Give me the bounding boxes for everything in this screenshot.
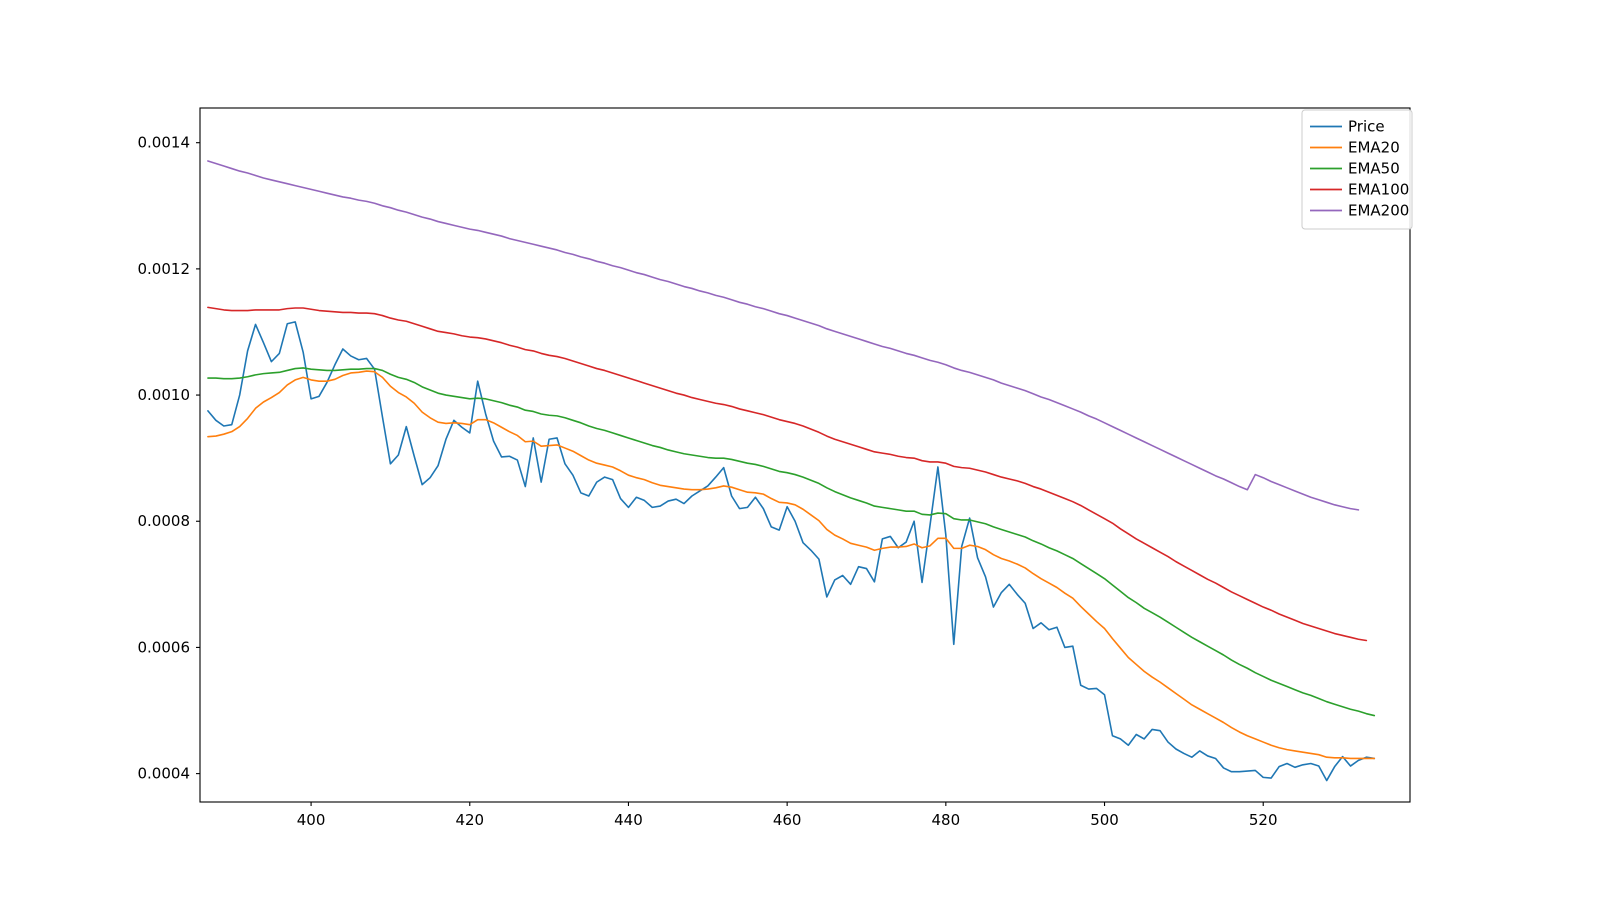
- x-tick-label: 400: [297, 811, 326, 829]
- series-line-ema50: [207, 367, 1376, 717]
- legend-label-ema50: EMA50: [1348, 160, 1400, 178]
- series-line-ema200: [207, 160, 1360, 511]
- legend-frame: [1301, 109, 1413, 230]
- series-line-ema100: [207, 306, 1368, 642]
- y-tick-label: 0.0012: [138, 260, 191, 278]
- x-tick-label: 460: [773, 811, 802, 829]
- x-tick-label: 420: [455, 811, 484, 829]
- legend-label-ema200: EMA200: [1348, 202, 1409, 220]
- legend-label-ema20: EMA20: [1348, 139, 1400, 157]
- legend[interactable]: Price EMA20 EMA50 EMA100 EMA200: [1301, 109, 1413, 230]
- x-tick-label: 500: [1090, 811, 1119, 829]
- y-tick-label: 0.0006: [138, 638, 191, 656]
- series-line-ema20: [207, 370, 1376, 760]
- y-tick-label: 0.0014: [138, 134, 191, 152]
- y-tick-label: 0.0008: [138, 512, 191, 530]
- x-tick-label: 440: [614, 811, 643, 829]
- x-tick-label: 520: [1249, 811, 1278, 829]
- series-lines: [207, 160, 1376, 782]
- y-tick-label: 0.0004: [138, 765, 191, 783]
- series-line-price: [207, 321, 1376, 782]
- legend-label-price: Price: [1348, 118, 1385, 136]
- axes: [196, 107, 1411, 806]
- legend-label-ema100: EMA100: [1348, 181, 1409, 199]
- y-tick-label: 0.0010: [138, 386, 191, 404]
- axes-spines: [199, 107, 1411, 803]
- x-tick-label: 480: [932, 811, 961, 829]
- tick-labels: 400 420 440 460 480 500 520 0.0004 0.0006 0.0008 0…: [138, 134, 1278, 829]
